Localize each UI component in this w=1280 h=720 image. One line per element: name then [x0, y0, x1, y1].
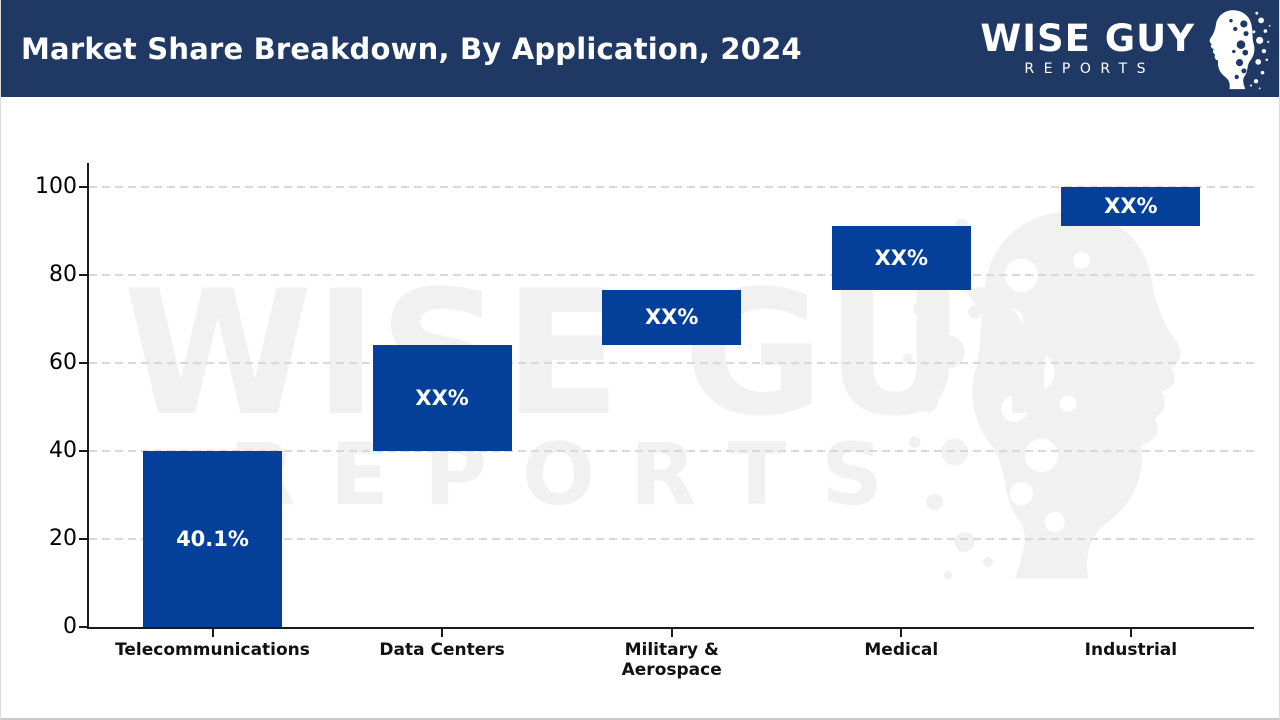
x-category-label-3: Medical	[864, 640, 939, 660]
x-category-label-4: Industrial	[1084, 640, 1178, 660]
x-axis-line	[87, 627, 1254, 629]
x-tick-4	[1129, 629, 1132, 637]
bar-value-label: XX%	[415, 385, 469, 410]
gridline-100	[89, 186, 1254, 188]
bar-value-label: XX%	[644, 305, 699, 330]
y-tick-label-100: 100	[35, 174, 77, 199]
bar-industrial: XX%	[1061, 187, 1201, 226]
y-tick-60	[79, 362, 89, 364]
wise-guy-reports-logo: WISE GUY REPORTS	[980, 6, 1275, 92]
watermark-subtitle: REPORTS	[229, 425, 919, 525]
gridline-40	[89, 450, 1254, 452]
gridline-80	[89, 274, 1254, 276]
y-tick-20	[79, 538, 89, 540]
y-tick-label-20: 20	[49, 526, 77, 551]
y-tick-label-40: 40	[49, 438, 77, 463]
bar-telecommunications: 40.1%	[143, 450, 282, 627]
bar-military-aerospace: XX%	[602, 289, 742, 346]
y-tick-label-80: 80	[49, 262, 77, 287]
y-axis-line	[87, 163, 89, 629]
chart-title: Market Share Breakdown, By Application, …	[21, 31, 802, 66]
x-tick-1	[441, 629, 444, 637]
x-category-label-1: Data Centers	[379, 640, 505, 660]
y-tick-100	[79, 186, 89, 188]
x-category-label-0: Telecommunications	[115, 640, 310, 660]
y-tick-80	[79, 274, 89, 276]
x-tick-2	[670, 629, 673, 637]
y-tick-0	[79, 626, 89, 628]
header-banner: Market Share Breakdown, By Application, …	[1, 0, 1279, 97]
y-tick-label-60: 60	[49, 350, 77, 375]
bar-data-centers: XX%	[372, 345, 512, 451]
logo-text: WISE GUY REPORTS	[980, 20, 1195, 77]
logo-subtitle: REPORTS	[1024, 61, 1156, 77]
bar-value-label: XX%	[1104, 194, 1158, 219]
y-tick-label-0: 0	[63, 614, 77, 639]
y-tick-40	[79, 450, 89, 452]
gridline-60	[89, 362, 1254, 364]
bar-value-label: XX%	[874, 245, 929, 270]
x-tick-0	[211, 629, 214, 637]
x-category-label-2: Military & Aerospace	[621, 640, 722, 680]
bar-value-label: 40.1%	[176, 526, 249, 551]
x-tick-3	[900, 629, 903, 637]
bar-medical: XX%	[831, 225, 971, 290]
logo-name: WISE GUY	[980, 17, 1195, 60]
gridline-20	[89, 538, 1254, 540]
